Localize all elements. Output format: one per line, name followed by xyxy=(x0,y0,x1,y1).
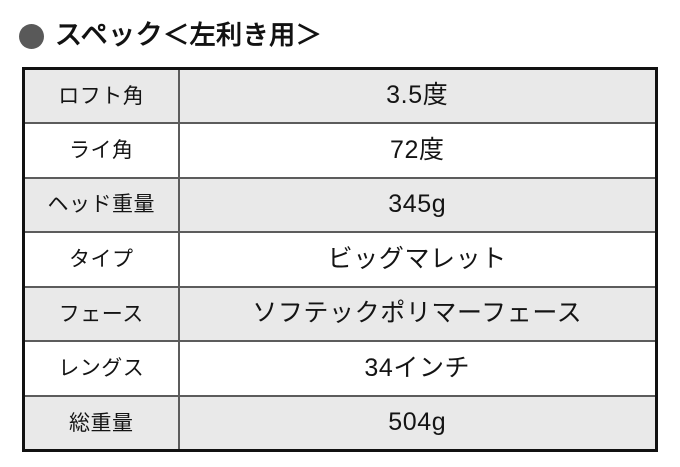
table-row: タイプ ビッグマレット xyxy=(23,231,657,288)
spec-value-cell: 504g xyxy=(178,395,657,451)
table-row: ライ角 72度 xyxy=(23,122,657,179)
page-title: スペック＜左利き用＞ xyxy=(19,17,322,53)
spec-label-cell: フェース xyxy=(23,285,180,343)
table-row: ロフト角 3.5度 xyxy=(23,68,657,125)
spec-label-cell: タイプ xyxy=(23,231,180,288)
spec-label-cell: ロフト角 xyxy=(23,68,180,125)
page-title-suffix: ＜左利き用＞ xyxy=(163,19,323,50)
spec-value-cell: 3.5度 xyxy=(178,68,657,125)
spec-table-body: ロフト角 3.5度 ライ角 72度 ヘッド重量 345g タイプ ビッグマレット フェース ソフテ… xyxy=(23,68,657,451)
spec-table: ロフト角 3.5度 ライ角 72度 ヘッド重量 345g タイプ ビッグマレット フェース ソフテ… xyxy=(22,67,658,453)
spec-label-cell: レングス xyxy=(23,340,180,398)
spec-value-cell: ビッグマレット xyxy=(178,231,657,288)
spec-label-cell: ライ角 xyxy=(23,122,180,179)
spec-label-cell: 総重量 xyxy=(23,395,180,451)
filled-circle-bullet-icon xyxy=(19,23,44,49)
page-title-text: スペック＜左利き用＞ xyxy=(55,19,323,50)
spec-value-cell: ソフテックポリマーフェース xyxy=(178,285,657,343)
table-row: ヘッド重量 345g xyxy=(23,176,657,234)
table-row: 総重量 504g xyxy=(23,395,657,451)
spec-value-cell: 72度 xyxy=(178,122,657,179)
spec-value-cell: 34インチ xyxy=(178,340,657,398)
spec-label-cell: ヘッド重量 xyxy=(23,176,180,234)
table-row: レングス 34インチ xyxy=(23,340,657,398)
page-title-main: スペック xyxy=(55,19,164,50)
table-row: フェース ソフテックポリマーフェース xyxy=(23,285,657,343)
spec-value-cell: 345g xyxy=(178,176,657,234)
